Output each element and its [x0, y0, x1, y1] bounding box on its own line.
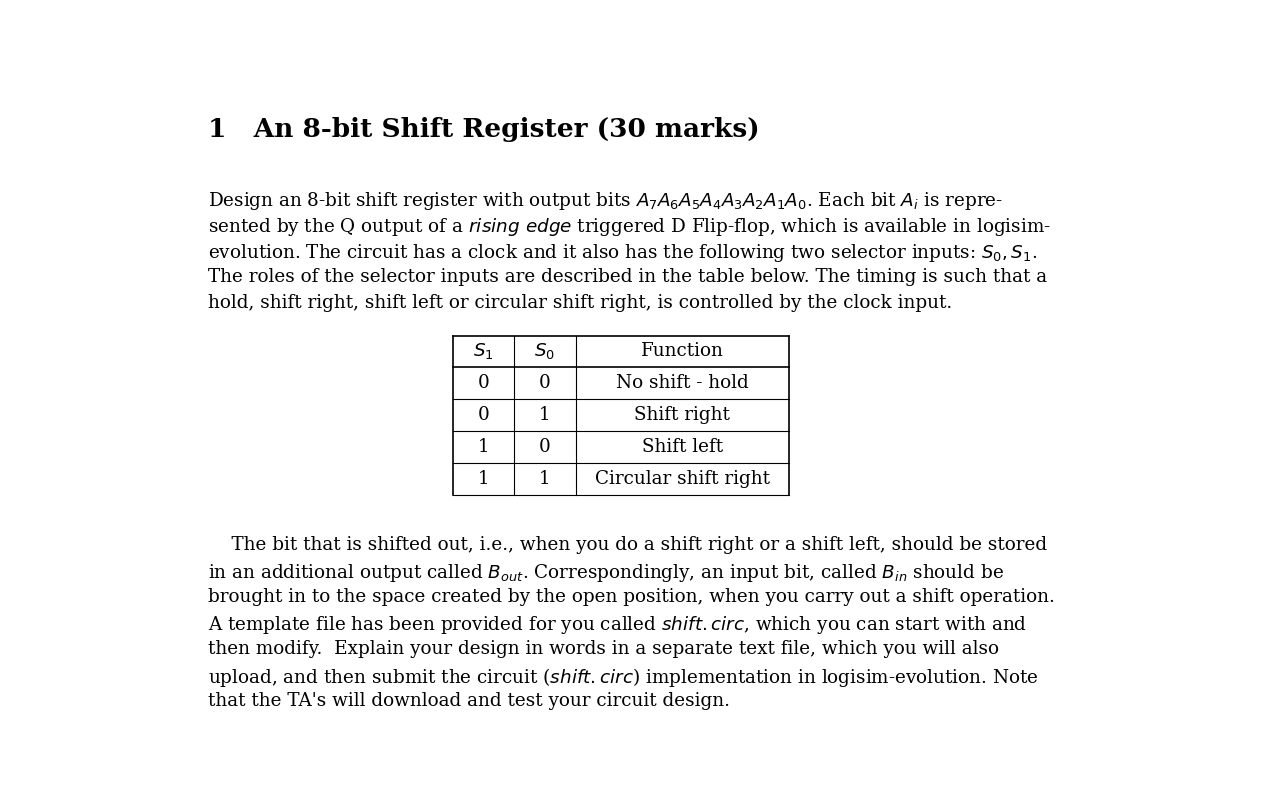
- Text: 1: 1: [539, 406, 550, 424]
- Text: $S_1$: $S_1$: [474, 341, 494, 361]
- Text: 0: 0: [477, 406, 489, 424]
- Text: then modify.  Explain your design in words in a separate text file, which you wi: then modify. Explain your design in word…: [207, 640, 998, 658]
- Text: hold, shift right, shift left or circular shift right, is controlled by the cloc: hold, shift right, shift left or circula…: [207, 294, 952, 312]
- Text: upload, and then submit the circuit ($\mathit{shift.circ}$) implementation in lo: upload, and then submit the circuit ($\m…: [207, 666, 1038, 689]
- Text: A template file has been provided for you called $\mathit{shift.circ}$, which yo: A template file has been provided for yo…: [207, 614, 1027, 636]
- Text: that the TA's will download and test your circuit design.: that the TA's will download and test you…: [207, 692, 730, 710]
- Text: Shift right: Shift right: [635, 406, 730, 424]
- Text: The bit that is shifted out, i.e., when you do a shift right or a shift left, sh: The bit that is shifted out, i.e., when …: [207, 536, 1047, 554]
- Text: brought in to the space created by the open position, when you carry out a shift: brought in to the space created by the o…: [207, 588, 1055, 606]
- Text: Circular shift right: Circular shift right: [595, 469, 769, 488]
- Text: Design an 8-bit shift register with output bits $A_7A_6A_5A_4A_3A_2A_1A_0$. Each: Design an 8-bit shift register with outp…: [207, 190, 1002, 212]
- Text: The roles of the selector inputs are described in the table below. The timing is: The roles of the selector inputs are des…: [207, 268, 1047, 286]
- Text: Shift left: Shift left: [641, 437, 723, 456]
- Text: evolution. The circuit has a clock and it also has the following two selector in: evolution. The circuit has a clock and i…: [207, 242, 1037, 264]
- Text: 0: 0: [477, 374, 489, 392]
- Text: 0: 0: [539, 374, 550, 392]
- Text: 1   An 8-bit Shift Register (30 marks): 1 An 8-bit Shift Register (30 marks): [207, 117, 759, 141]
- Text: Function: Function: [641, 342, 723, 360]
- Text: No shift - hold: No shift - hold: [616, 374, 749, 392]
- Text: 1: 1: [539, 469, 550, 488]
- Text: $S_0$: $S_0$: [534, 341, 556, 361]
- Text: 1: 1: [477, 437, 489, 456]
- Text: in an additional output called $B_{out}$. Correspondingly, an input bit, called : in an additional output called $B_{out}$…: [207, 562, 1004, 584]
- Text: sented by the Q output of a $\mathit{rising\ edge}$ triggered D Flip-flop, which: sented by the Q output of a $\mathit{ris…: [207, 216, 1051, 238]
- Text: 1: 1: [477, 469, 489, 488]
- Text: 0: 0: [539, 437, 550, 456]
